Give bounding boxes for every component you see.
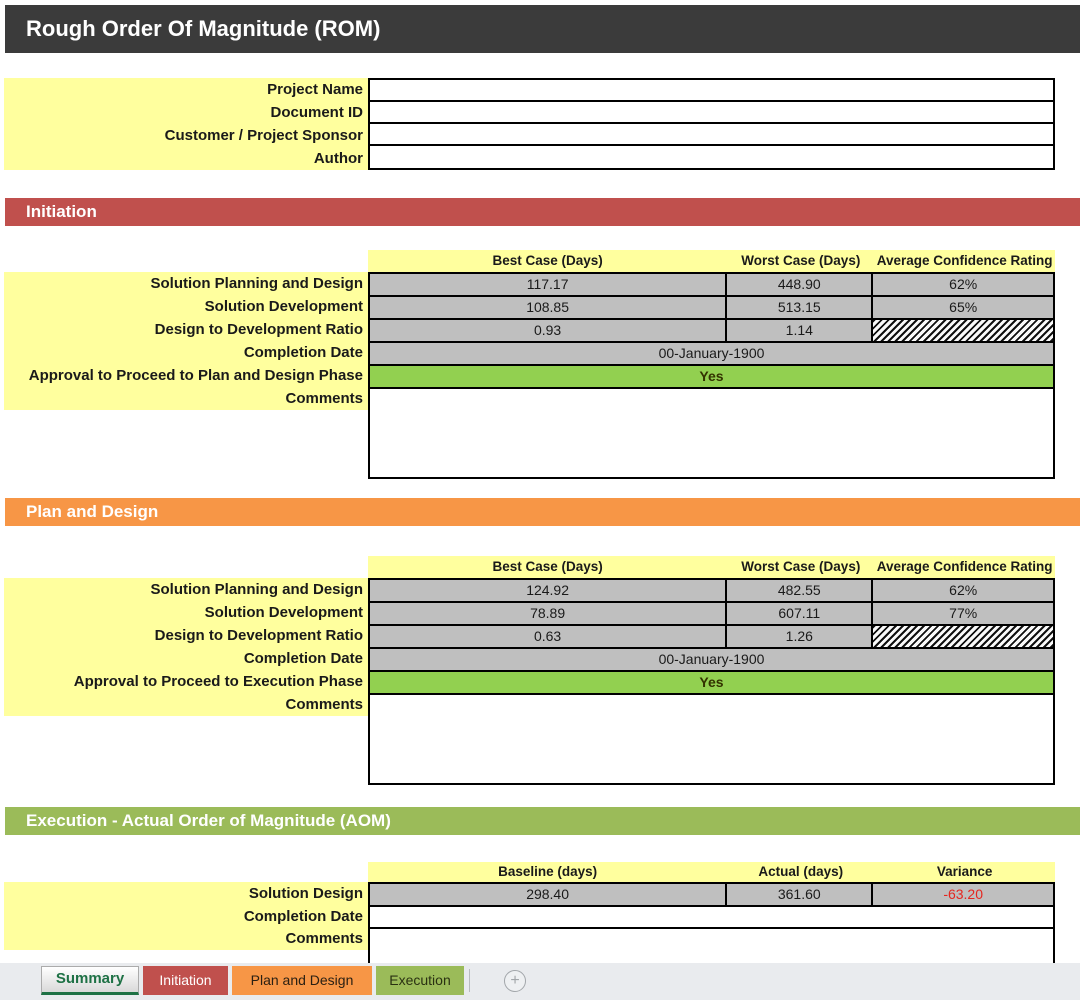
project-form	[368, 78, 1055, 170]
plan-and-design-column-headers: Best Case (Days) Worst Case (Days) Avera…	[368, 556, 1055, 578]
baseline-cell[interactable]: 298.40	[370, 884, 728, 905]
initiation-table: 117.17 448.90 62% 108.85 513.15 65% 0.93…	[368, 272, 1055, 479]
customer-sponsor-label: Customer / Project Sponsor	[164, 127, 363, 144]
completion-date-cell[interactable]	[370, 907, 1053, 929]
best-case-cell[interactable]: 78.89	[370, 603, 728, 624]
row-label: Solution Planning and Design	[150, 275, 364, 292]
confidence-cell[interactable]: 77%	[873, 603, 1053, 624]
baseline-column-header: Baseline (days)	[498, 864, 598, 879]
worst-case-cell[interactable]: 1.14	[727, 320, 874, 341]
best-case-column-header: Best Case (Days)	[492, 253, 603, 268]
hatched-cell	[873, 320, 1053, 341]
tab-separator	[469, 969, 470, 992]
tab-plan-and-design[interactable]: Plan and Design	[232, 966, 372, 995]
completion-date-label: Completion Date	[243, 908, 363, 925]
completion-date-label: Completion Date	[243, 650, 363, 667]
tab-initiation[interactable]: Initiation	[143, 966, 228, 995]
customer-sponsor-input[interactable]	[370, 124, 1053, 146]
table-row: 108.85 513.15 65%	[370, 297, 1053, 320]
row-label: Solution Development	[204, 298, 363, 315]
comments-label: Comments	[285, 930, 363, 947]
document-id-label: Document ID	[270, 104, 363, 121]
table-row: 124.92 482.55 62%	[370, 580, 1053, 603]
worst-case-cell[interactable]: 448.90	[727, 274, 874, 295]
execution-section-header: Execution - Actual Order of Magnitude (A…	[5, 807, 1080, 835]
approval-label: Approval to Proceed to Plan and Design P…	[28, 367, 363, 384]
approval-cell[interactable]: Yes	[370, 366, 1053, 389]
approval-label: Approval to Proceed to Execution Phase	[73, 673, 363, 690]
confidence-column-header: Average Confidence Rating	[876, 559, 1053, 574]
tab-summary[interactable]: Summary	[41, 966, 139, 995]
worst-case-cell[interactable]: 513.15	[727, 297, 874, 318]
actual-column-header: Actual (days)	[758, 864, 844, 879]
hatched-cell	[873, 626, 1053, 647]
author-input[interactable]	[370, 146, 1053, 168]
row-label: Solution Design	[248, 885, 363, 902]
row-label: Design to Development Ratio	[154, 627, 363, 644]
best-case-cell[interactable]: 0.63	[370, 626, 728, 647]
completion-date-cell[interactable]: 00-January-1900	[370, 649, 1053, 672]
comments-label: Comments	[285, 390, 363, 407]
execution-column-headers: Baseline (days) Actual (days) Variance	[368, 862, 1055, 882]
author-label: Author	[313, 150, 363, 167]
best-case-cell[interactable]: 124.92	[370, 580, 728, 601]
worst-case-column-header: Worst Case (Days)	[741, 559, 861, 574]
worst-case-cell[interactable]: 482.55	[727, 580, 874, 601]
variance-cell[interactable]: -63.20	[873, 884, 1053, 905]
comments-box[interactable]	[370, 695, 1053, 783]
best-case-cell[interactable]: 108.85	[370, 297, 728, 318]
confidence-cell[interactable]: 62%	[873, 580, 1053, 601]
plan-and-design-row-labels: Solution Planning and Design Solution De…	[4, 578, 368, 716]
comments-label: Comments	[285, 696, 363, 713]
project-name-input[interactable]	[370, 80, 1053, 102]
initiation-section-header: Initiation	[5, 198, 1080, 226]
project-name-label: Project Name	[267, 81, 363, 98]
plus-circle-icon[interactable]: +	[504, 970, 526, 992]
worst-case-cell[interactable]: 607.11	[727, 603, 874, 624]
confidence-column-header: Average Confidence Rating	[876, 253, 1053, 268]
best-case-column-header: Best Case (Days)	[492, 559, 603, 574]
sheet-tab-strip: Summary Initiation Plan and Design Execu…	[0, 963, 1080, 1000]
row-label: Solution Planning and Design	[150, 581, 364, 598]
table-row: 298.40 361.60 -63.20	[370, 884, 1053, 907]
table-row: 117.17 448.90 62%	[370, 274, 1053, 297]
initiation-column-headers: Best Case (Days) Worst Case (Days) Avera…	[368, 250, 1055, 272]
initiation-row-labels: Solution Planning and Design Solution De…	[4, 272, 368, 410]
actual-cell[interactable]: 361.60	[727, 884, 874, 905]
execution-row-labels: Solution Design Completion Date Comments	[4, 882, 368, 950]
table-row: 0.93 1.14	[370, 320, 1053, 343]
page-title: Rough Order Of Magnitude (ROM)	[5, 5, 1080, 53]
document-id-input[interactable]	[370, 102, 1053, 124]
plan-and-design-table: 124.92 482.55 62% 78.89 607.11 77% 0.63 …	[368, 578, 1055, 785]
variance-column-header: Variance	[936, 864, 993, 879]
confidence-cell[interactable]: 62%	[873, 274, 1053, 295]
worst-case-column-header: Worst Case (Days)	[741, 253, 861, 268]
table-row: 0.63 1.26	[370, 626, 1053, 649]
completion-date-cell[interactable]: 00-January-1900	[370, 343, 1053, 366]
table-row: 78.89 607.11 77%	[370, 603, 1053, 626]
completion-date-label: Completion Date	[243, 344, 363, 361]
best-case-cell[interactable]: 0.93	[370, 320, 728, 341]
best-case-cell[interactable]: 117.17	[370, 274, 728, 295]
tab-execution[interactable]: Execution	[376, 966, 464, 995]
comments-box[interactable]	[370, 389, 1053, 477]
worst-case-cell[interactable]: 1.26	[727, 626, 874, 647]
confidence-cell[interactable]: 65%	[873, 297, 1053, 318]
project-form-labels: Project Name Document ID Customer / Proj…	[4, 78, 368, 170]
approval-cell[interactable]: Yes	[370, 672, 1053, 695]
plan-and-design-section-header: Plan and Design	[5, 498, 1080, 526]
row-label: Solution Development	[204, 604, 363, 621]
row-label: Design to Development Ratio	[154, 321, 363, 338]
